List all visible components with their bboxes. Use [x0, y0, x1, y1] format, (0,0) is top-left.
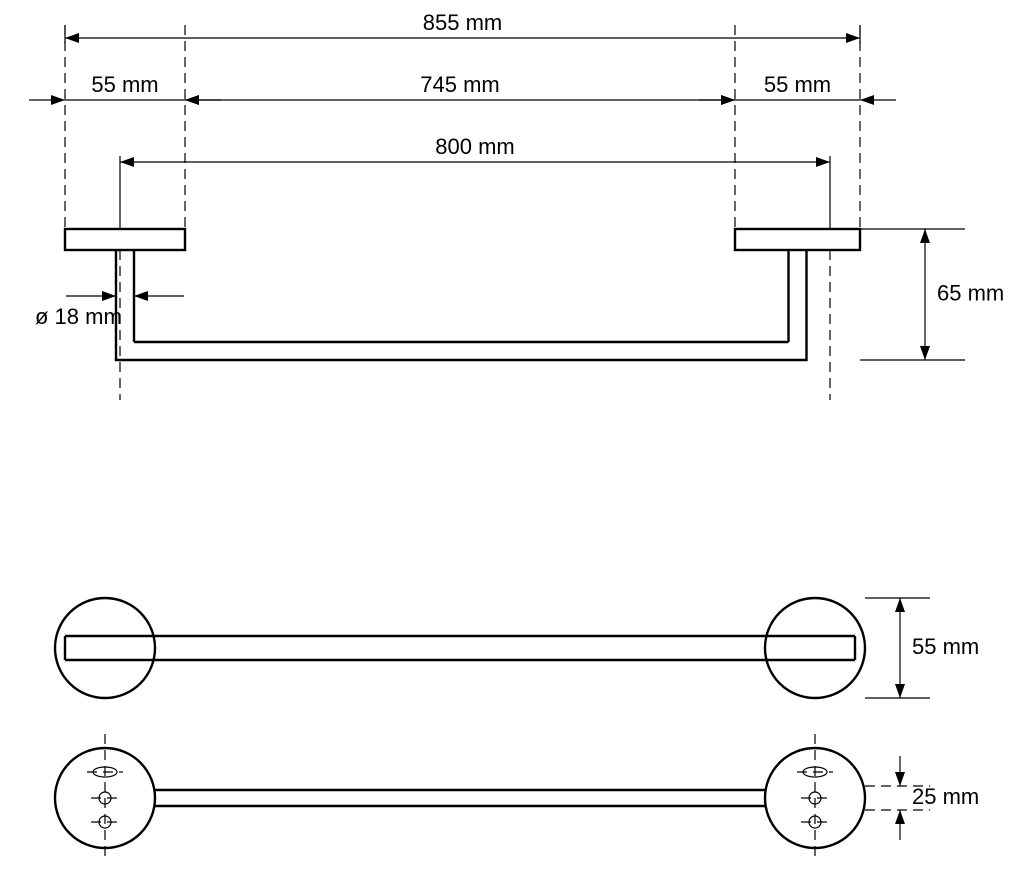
- dim-height: 65 mm: [937, 281, 1004, 306]
- dim-bar-width: 800 mm: [435, 134, 514, 159]
- top-view-2: [55, 734, 930, 862]
- top-view-1: [55, 598, 930, 698]
- dim-hole-spacing: 25 mm: [912, 784, 979, 809]
- dim-flange-dia: 55 mm: [912, 634, 979, 659]
- dim-right-offset: 55 mm: [764, 72, 831, 97]
- dim-diameter: ø 18 mm: [35, 304, 122, 329]
- dim-left-offset: 55 mm: [91, 72, 158, 97]
- dim-inner-width: 745 mm: [420, 72, 499, 97]
- dim-overall-width: 855 mm: [423, 10, 502, 35]
